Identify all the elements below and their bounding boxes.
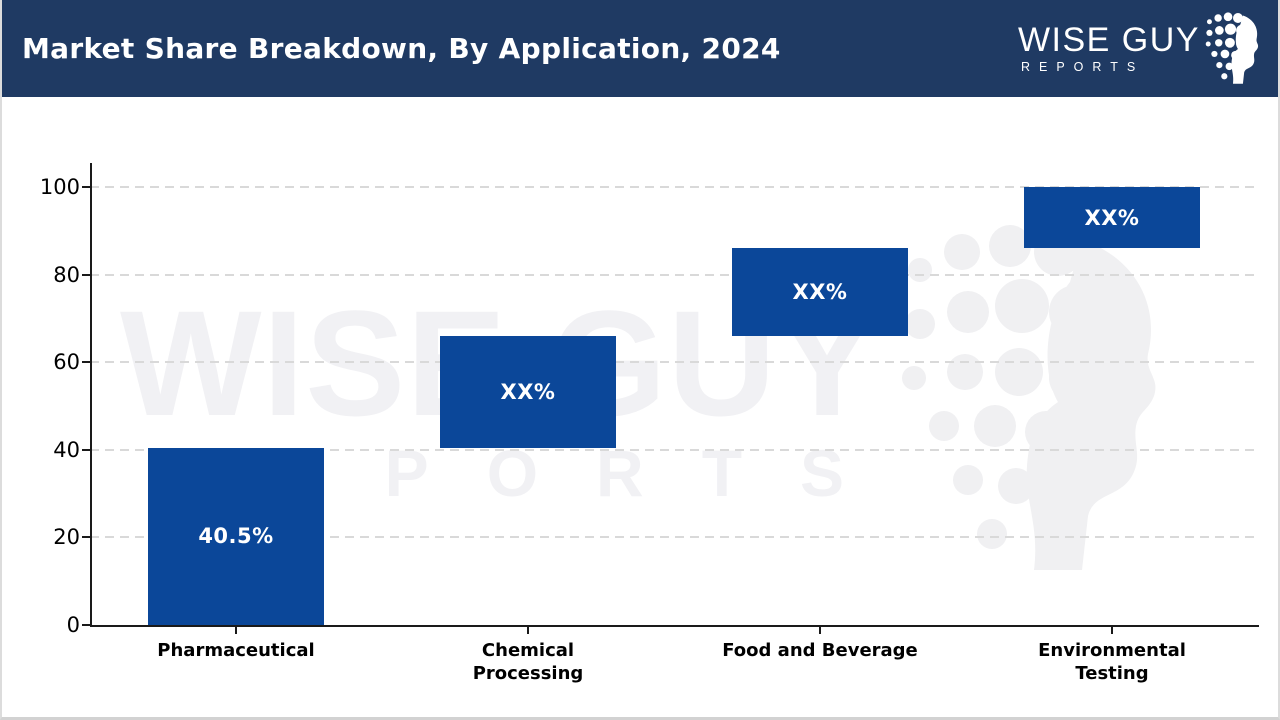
y-axis [90,163,92,627]
header-bar: Market Share Breakdown, By Application, … [2,0,1278,97]
y-tick-label: 60 [53,350,80,375]
y-tickmark [82,361,90,364]
x-axis-label: Pharmaceutical [157,640,315,661]
x-axis-label: Food and Beverage [722,640,918,661]
logo-wordmark: WISE GUY [1017,20,1200,59]
y-tick-label: 0 [66,613,80,637]
y-tick-label: 80 [53,262,80,287]
brand-logo: WISE GUY REPORTS [1018,6,1264,90]
gridline [90,536,1259,539]
bar-value-label: XX% [792,280,848,305]
x-axis [90,625,1259,627]
gridline [90,186,1259,188]
page-title: Market Share Breakdown, By Application, … [22,32,781,65]
gridline [90,361,1259,364]
bar-pharmaceutical: 40.5% [148,447,324,625]
bar-value-label: XX% [1084,205,1140,230]
x-axis-label: Chemical Processing [472,640,584,684]
bar-environmental-testing: XX% [1024,187,1200,249]
gridline [90,448,1259,451]
gridline [90,273,1259,276]
bar-chemical-processing: XX% [440,335,616,448]
y-tickmark [82,536,90,539]
y-tickmark [82,273,90,276]
bar-value-label: XX% [500,379,556,404]
x-tickmark [235,627,237,634]
y-tick-label: 40 [53,437,80,462]
x-tickmark [819,627,821,634]
y-tickmark [82,186,90,188]
x-tickmark [527,627,529,634]
x-tickmark [1111,627,1113,634]
logo-face-icon [1205,12,1259,84]
x-axis-label: Environmental Testing [1038,640,1186,684]
bar-food-and-beverage: XX% [732,248,908,336]
y-tickmark [82,448,90,451]
y-tickmark [82,624,90,626]
logo-subtext: REPORTS [1020,60,1145,75]
y-tick-label: 100 [39,175,80,199]
bar-value-label: 40.5% [198,524,274,549]
y-tick-label: 20 [53,525,80,550]
